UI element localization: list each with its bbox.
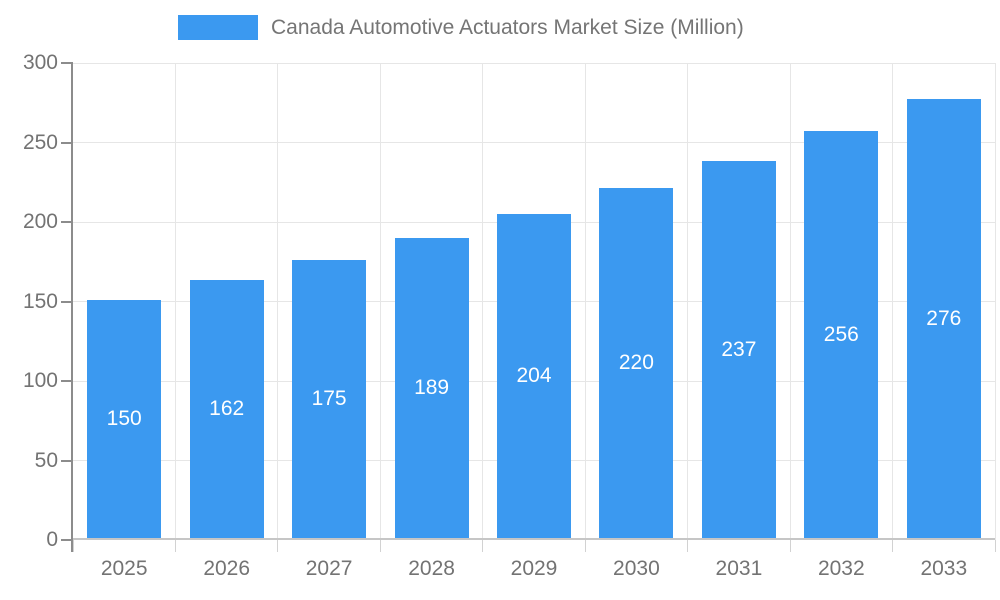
bar-value-label-2030: 220: [618, 351, 654, 375]
plot-area: 150 162 175 189 204 220 237 256 276: [61, 62, 996, 552]
h-gridline-300: [73, 62, 995, 64]
v-gridline-6: [687, 63, 689, 540]
x-tick-mark-9: [994, 540, 996, 552]
bar-2026[interactable]: 162: [189, 280, 264, 538]
bar-2033[interactable]: 276: [906, 99, 981, 538]
x-axis-label-2030: 2030: [613, 557, 660, 580]
bar-value-label-2028: 189: [414, 375, 450, 399]
y-axis-label-50: 50: [34, 448, 58, 472]
x-tick-mark-4: [482, 540, 484, 552]
x-axis-label-2029: 2029: [510, 557, 558, 580]
x-axis-label-2027: 2027: [305, 557, 353, 580]
v-gridline-8: [892, 63, 894, 540]
h-gridline-250: [73, 142, 995, 143]
y-tick-mark-0: [61, 539, 73, 541]
bar-value-label-2025: 150: [106, 406, 142, 430]
y-axis-label-300: 300: [22, 51, 58, 74]
x-axis-label-2025: 2025: [100, 557, 148, 580]
v-gridline-3: [379, 63, 381, 540]
bar-2029[interactable]: 204: [497, 213, 571, 538]
bar-value-label-2031: 237: [721, 337, 757, 361]
v-gridline-5: [584, 63, 586, 540]
y-tick-mark-250: [61, 141, 73, 144]
x-tick-mark-7: [789, 540, 791, 552]
bar-2030[interactable]: 220: [599, 188, 674, 538]
bar-2025[interactable]: 150: [87, 299, 162, 538]
y-axis-label-100: 100: [22, 369, 58, 392]
y-axis-label-250: 250: [22, 130, 58, 154]
x-axis-label-2033: 2033: [920, 557, 968, 580]
y-tick-mark-300: [61, 62, 73, 64]
bar-value-label-2029: 204: [516, 363, 552, 387]
v-gridline-9: [994, 63, 996, 540]
bar-2027[interactable]: 175: [292, 259, 367, 538]
y-tick-mark-100: [61, 380, 73, 382]
x-axis-label-2028: 2028: [408, 557, 455, 580]
legend-label: Canada Automotive Actuators Market Size …: [271, 15, 744, 39]
legend-swatch: [178, 15, 258, 40]
bar-2032[interactable]: 256: [804, 131, 879, 538]
v-gridline-1: [174, 63, 176, 540]
bar-value-label-2032: 256: [823, 322, 859, 346]
chart-legend[interactable]: Canada Automotive Actuators Market Size …: [178, 15, 744, 40]
x-axis-label-2032: 2032: [817, 557, 865, 580]
y-axis-line: [71, 63, 73, 552]
bar-value-label-2033: 276: [926, 306, 962, 330]
x-axis-line: [73, 538, 995, 540]
v-gridline-2: [277, 63, 279, 540]
x-tick-mark-2: [277, 540, 279, 552]
x-axis-label-2031: 2031: [715, 557, 763, 580]
bar-value-label-2027: 175: [311, 386, 347, 410]
x-tick-mark-3: [379, 540, 381, 552]
y-axis-label-200: 200: [22, 210, 58, 233]
y-axis-label-150: 150: [22, 289, 58, 313]
x-tick-mark-0: [72, 540, 74, 552]
bar-2028[interactable]: 189: [394, 237, 469, 538]
y-tick-mark-150: [61, 300, 73, 303]
x-tick-mark-1: [174, 540, 176, 552]
x-tick-mark-5: [584, 540, 586, 552]
x-axis-label-2026: 2026: [203, 557, 251, 580]
y-tick-mark-200: [61, 221, 73, 223]
x-tick-mark-6: [687, 540, 689, 552]
y-tick-mark-50: [61, 459, 73, 462]
bar-2031[interactable]: 237: [701, 161, 776, 538]
v-gridline-4: [482, 63, 484, 540]
x-tick-mark-8: [892, 540, 894, 552]
y-axis-label-0: 0: [46, 528, 58, 551]
bar-value-label-2026: 162: [209, 397, 245, 421]
v-gridline-7: [789, 63, 791, 540]
